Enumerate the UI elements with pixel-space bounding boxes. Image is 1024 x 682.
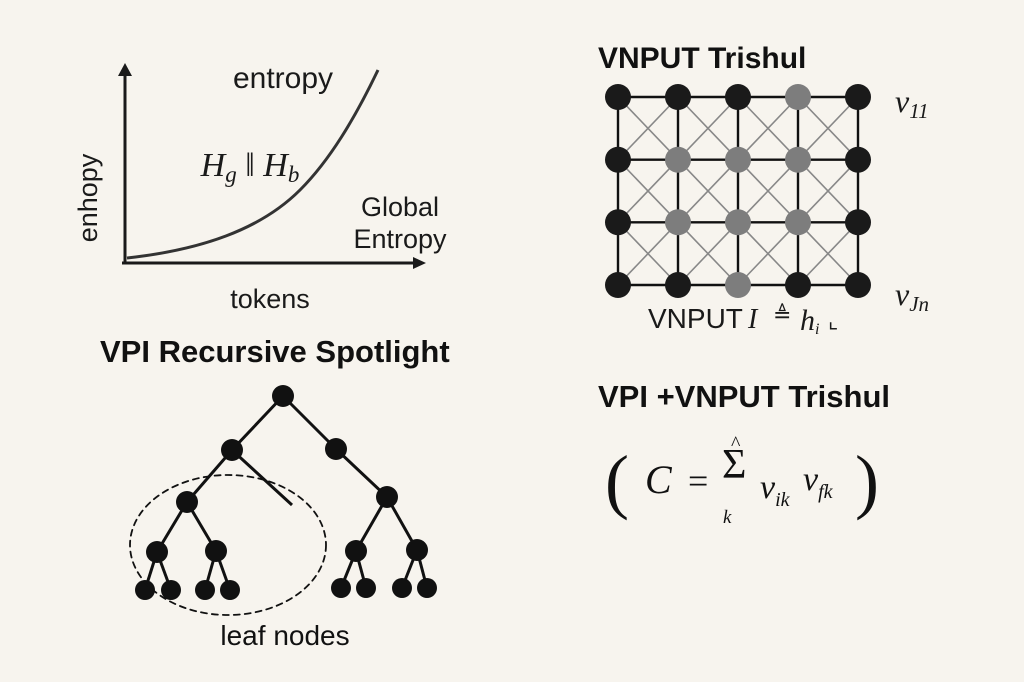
svg-text:(: ( (605, 441, 629, 521)
svg-text:VNPUT: VNPUT (648, 303, 743, 334)
svg-text:entropy: entropy (233, 62, 333, 95)
svg-text:enhopy: enhopy (73, 153, 103, 242)
svg-text:Entropy: Entropy (353, 224, 447, 254)
svg-text:k: k (723, 507, 732, 528)
svg-text:): ) (855, 441, 879, 521)
svg-text:C: C (645, 457, 673, 502)
svg-text:^: ^ (731, 433, 741, 455)
svg-text:Hg ‖ Hb: Hg ‖ Hb (200, 147, 300, 187)
svg-text:Global: Global (361, 192, 439, 222)
svg-text:=: = (688, 461, 708, 501)
svg-text:tokens: tokens (230, 284, 310, 314)
svg-text:I: I (747, 304, 759, 335)
svg-text:⌞: ⌞ (828, 308, 838, 333)
svg-text:VNPUT Trishul: VNPUT Trishul (598, 42, 806, 75)
svg-text:VPI Recursive Spotlight: VPI Recursive Spotlight (100, 334, 450, 369)
svg-text:VPI +VNPUT Trishul: VPI +VNPUT Trishul (598, 379, 890, 414)
svg-text:leaf nodes: leaf nodes (220, 620, 349, 651)
svg-text:≜: ≜ (773, 302, 791, 327)
